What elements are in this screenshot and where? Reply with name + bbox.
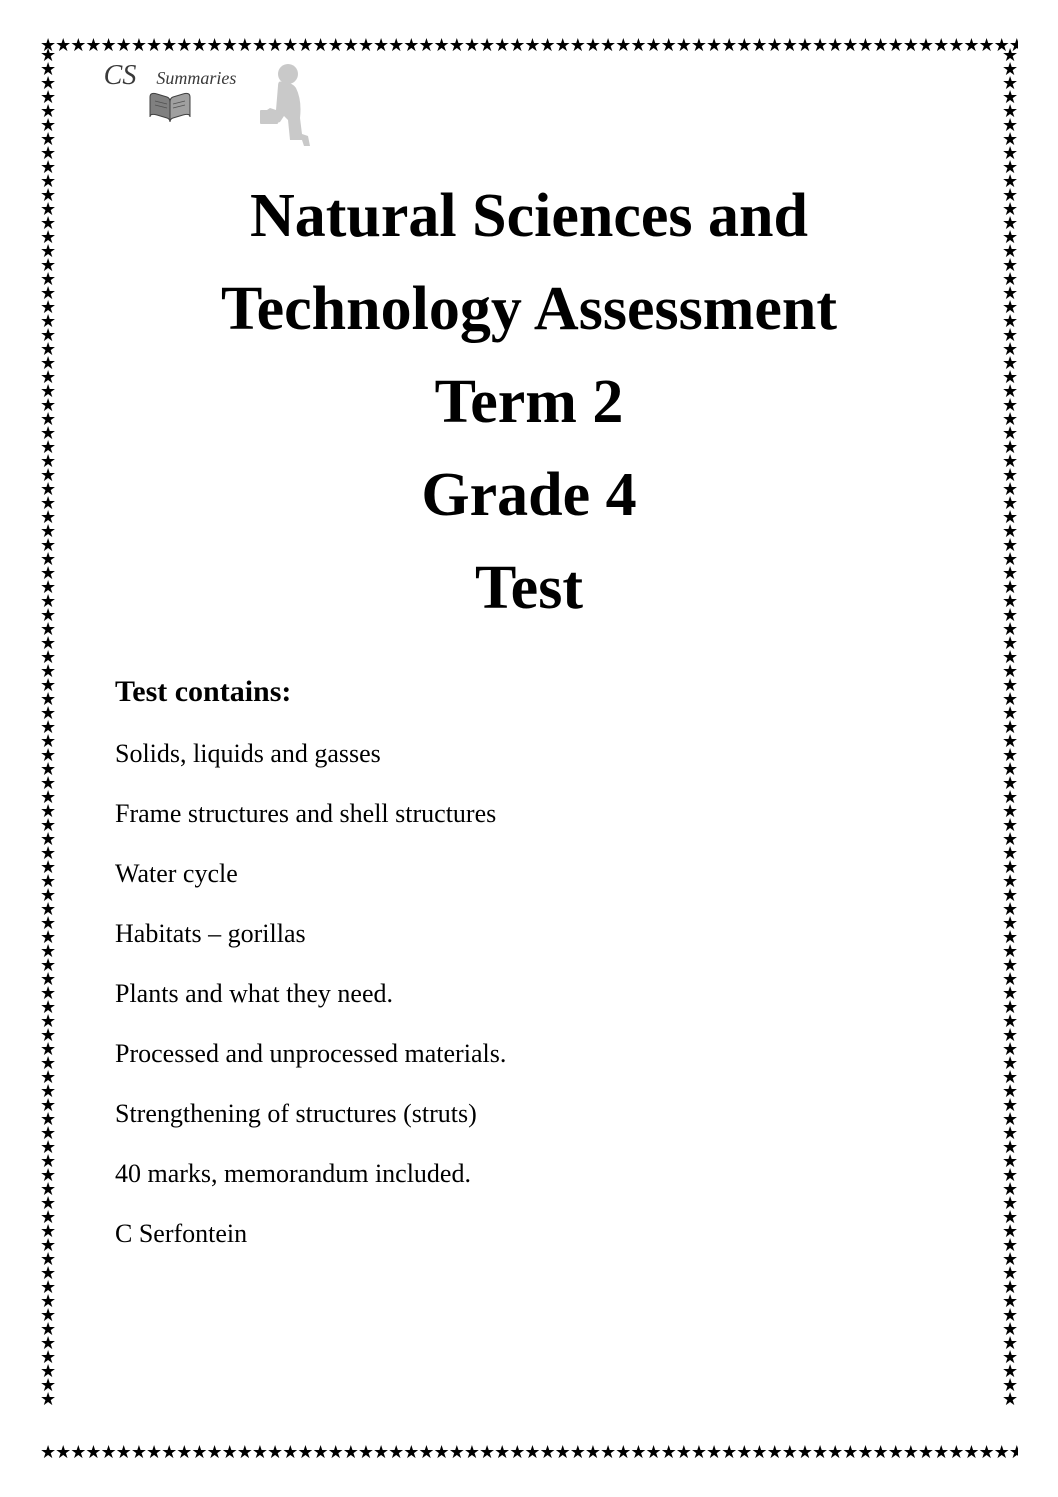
star-border-left: ★★★★★★★★★★★★★★★★★★★★★★★★★★★★★★★★★★★★★★★★… [40, 48, 56, 1448]
logo-cs-text: CS [104, 60, 137, 92]
content-item: Strengthening of structures (struts) [115, 1099, 958, 1129]
author-line: C Serfontein [115, 1219, 958, 1249]
content-item: Solids, liquids and gasses [115, 739, 958, 769]
title-line-3: Term 2 [100, 356, 958, 449]
star-border-top: ★★★★★★★★★★★★★★★★★★★★★★★★★★★★★★★★★★★★★★★★… [40, 38, 1018, 52]
logo-summaries-text: Summaries [156, 68, 236, 89]
content-item: Habitats – gorillas [115, 919, 958, 949]
page-content: CS Summaries Natural Sciences and Techno… [100, 60, 958, 1279]
title-line-1: Natural Sciences and [100, 170, 958, 263]
title-line-4: Grade 4 [100, 449, 958, 542]
logo-area: CS Summaries [100, 60, 958, 150]
contents-list: Solids, liquids and gasses Frame structur… [100, 739, 958, 1189]
contents-heading: Test contains: [115, 675, 958, 709]
book-icon [145, 87, 195, 127]
star-border-bottom: ★★★★★★★★★★★★★★★★★★★★★★★★★★★★★★★★★★★★★★★★… [40, 1445, 1018, 1459]
content-item: Plants and what they need. [115, 979, 958, 1009]
cs-summaries-logo: CS Summaries [100, 60, 240, 127]
title-line-2: Technology Assessment [100, 263, 958, 356]
content-item: Water cycle [115, 859, 958, 889]
reader-silhouette-icon [250, 60, 320, 150]
content-item: Processed and unprocessed materials. [115, 1039, 958, 1069]
title-block: Natural Sciences and Technology Assessme… [100, 170, 958, 635]
star-border-right: ★★★★★★★★★★★★★★★★★★★★★★★★★★★★★★★★★★★★★★★★… [1002, 48, 1018, 1448]
title-line-5: Test [100, 542, 958, 635]
content-item: Frame structures and shell structures [115, 799, 958, 829]
content-item: 40 marks, memorandum included. [115, 1159, 958, 1189]
